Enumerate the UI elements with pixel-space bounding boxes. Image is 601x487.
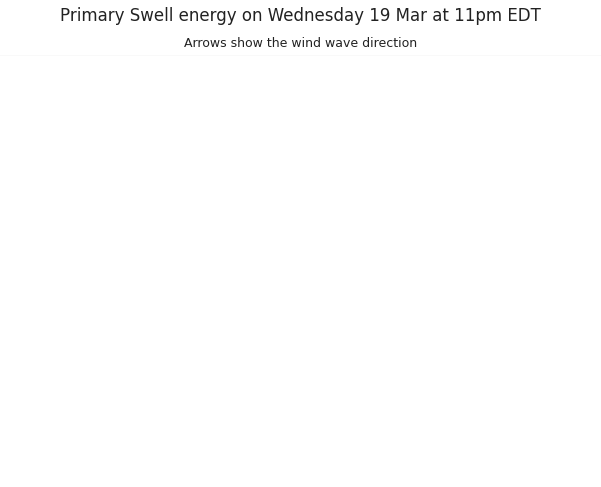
Text: Arrows show the wind wave direction: Arrows show the wind wave direction (184, 37, 417, 50)
Text: Primary Swell energy on Wednesday 19 Mar at 11pm EDT: Primary Swell energy on Wednesday 19 Mar… (60, 7, 541, 25)
Text: Error: No module named 'cartopy': Error: No module named 'cartopy' (218, 266, 383, 277)
